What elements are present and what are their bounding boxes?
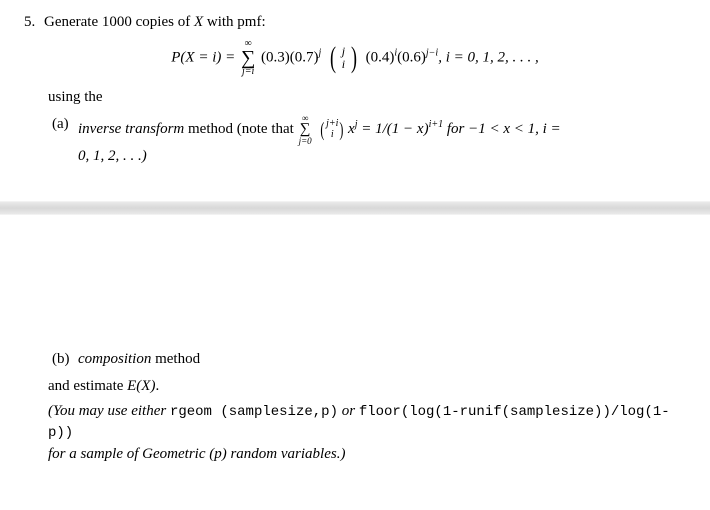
problem-number: 5. — [24, 14, 44, 31]
pmf-lhs: P(X = i) = — [171, 49, 239, 65]
estimate-line: and estimate E(X). — [48, 378, 686, 395]
binomial-coeff: ( j i ) — [326, 45, 361, 71]
summation-small: ∞∑j=0 — [299, 114, 312, 146]
summation: ∞ ∑ j=i — [241, 39, 255, 77]
part-a-body: inverse transform method (note that ∞∑j=… — [78, 114, 686, 167]
part-a-label: (a) — [52, 114, 78, 135]
page-content-2: (b) composition method and estimate E(X)… — [0, 249, 710, 465]
part-a: (a) inverse transform method (note that … — [52, 114, 686, 167]
problem-text: Generate 1000 copies of X with pmf: — [44, 14, 266, 31]
part-b-label: (b) — [52, 349, 78, 370]
spacer — [24, 249, 686, 341]
sigma-icon: ∑ — [299, 123, 312, 137]
using-the: using the — [48, 89, 686, 106]
hint-text: (You may use either rgeom (samplesize,p)… — [48, 401, 686, 465]
part-b: (b) composition method — [52, 349, 686, 370]
page-content: 5. Generate 1000 copies of X with pmf: P… — [0, 0, 710, 167]
sigma-icon: ∑ — [241, 49, 255, 67]
part-b-body: composition method — [78, 349, 686, 370]
binomial-coeff-small: (j+ii) — [317, 119, 347, 140]
pmf-equation: P(X = i) = ∞ ∑ j=i (0.3)(0.7)j ( j i ) (… — [24, 39, 686, 77]
page-break — [0, 201, 710, 215]
code-rgeom: rgeom (samplesize,p) — [170, 404, 338, 420]
problem-statement: 5. Generate 1000 copies of X with pmf: — [24, 14, 686, 31]
